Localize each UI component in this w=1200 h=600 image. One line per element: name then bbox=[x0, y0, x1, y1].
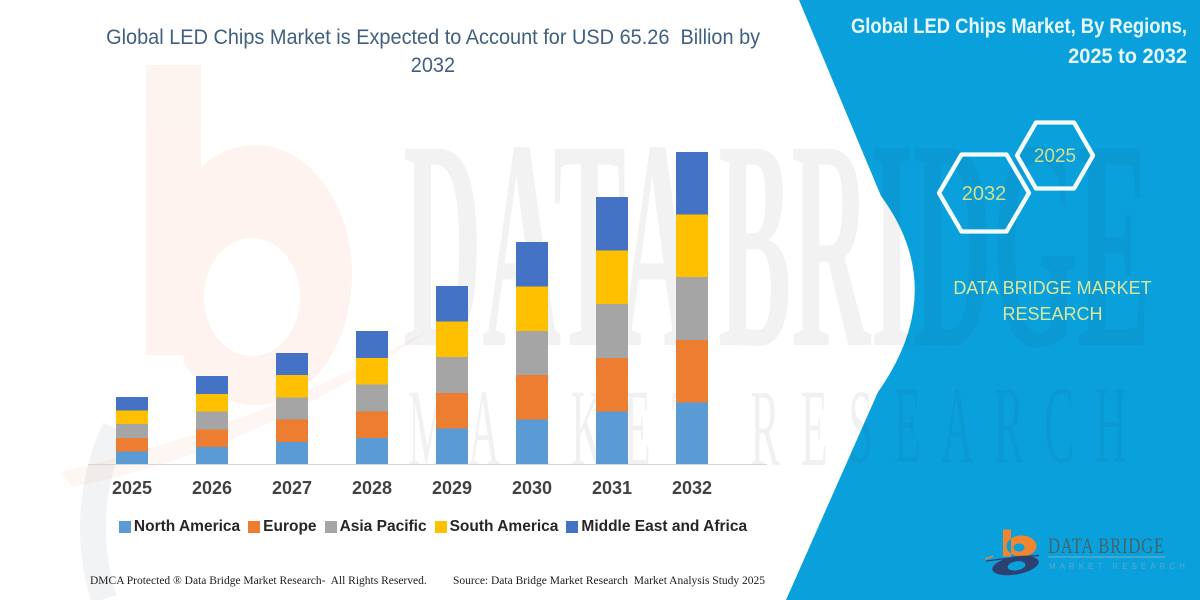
svg-text:DATA BRIDGE: DATA BRIDGE bbox=[1048, 535, 1165, 559]
svg-text:MARKET RESEARCH: MARKET RESEARCH bbox=[1049, 562, 1189, 571]
svg-text:2025: 2025 bbox=[1034, 146, 1076, 167]
svg-text:2032: 2032 bbox=[962, 183, 1007, 205]
